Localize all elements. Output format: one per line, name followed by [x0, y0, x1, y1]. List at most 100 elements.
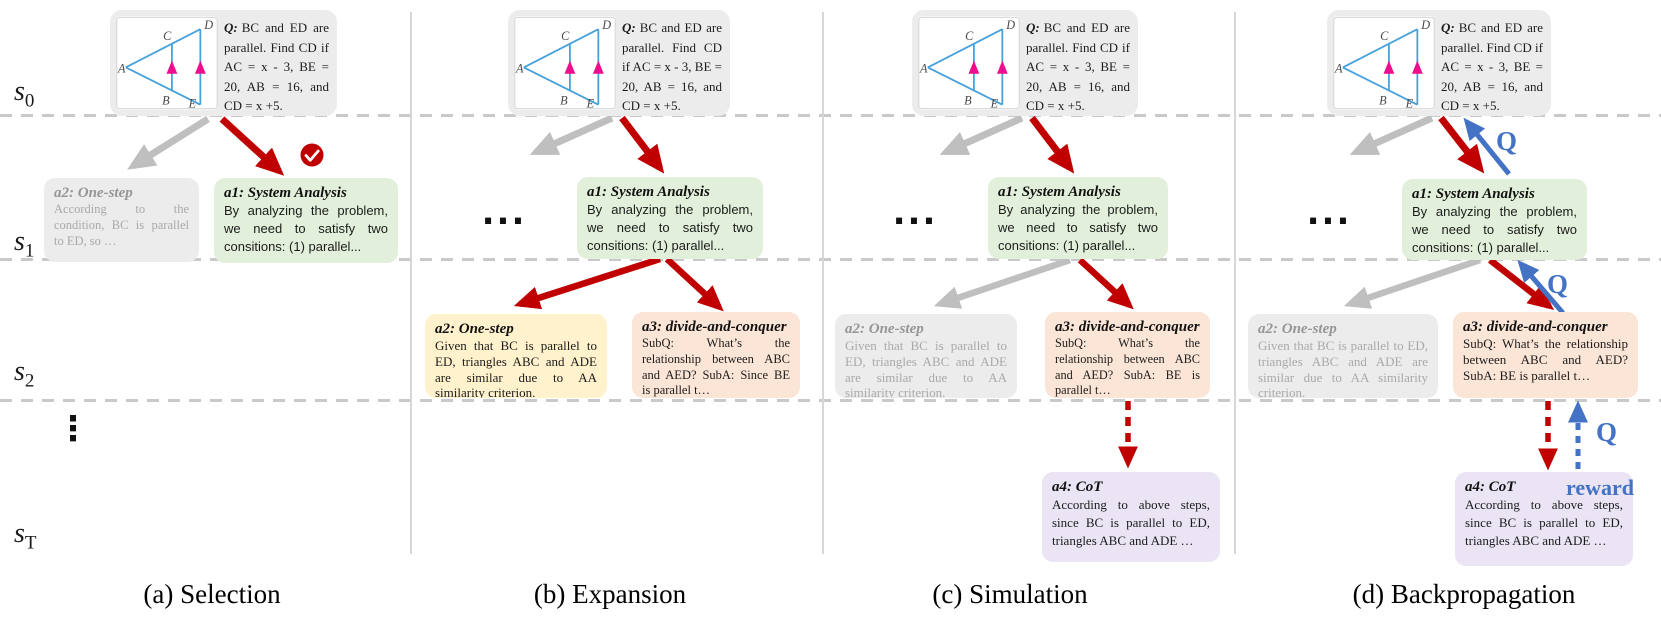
edge-a-unselected — [127, 116, 210, 170]
node-title: a2: One-step — [435, 321, 514, 337]
vertex-labels: A C D B E — [919, 18, 1015, 110]
collapsed-siblings-ellipsis: ... — [481, 193, 527, 233]
state-base: s — [14, 356, 25, 387]
vertex-C: C — [561, 29, 570, 43]
edge-d-unselected-2 — [1343, 256, 1482, 309]
node-a1-system-analysis: a1: System Analysis By analyzing the pro… — [577, 177, 763, 259]
vertex-labels: A C D B E — [1334, 18, 1430, 110]
question-body: BC and ED are parallel. Find CD if AC = … — [622, 20, 722, 114]
geometry-figure: A C D B E — [514, 16, 616, 110]
question-body: BC and ED are parallel. Find CD if AC = … — [224, 20, 329, 114]
vertex-C: C — [163, 29, 172, 43]
node-a3-divide-and-conquer: a3: divide-and-conquer SubQ: What’s the … — [1045, 312, 1210, 398]
vertex-A: A — [1334, 61, 1343, 75]
edge-b-expand-a3 — [664, 256, 724, 312]
vertex-E: E — [188, 97, 197, 110]
geometry-figure: A C D B E — [918, 16, 1020, 110]
node-title: a2: One-step — [1258, 321, 1337, 337]
node-body: By analyzing the problem, we need to sat… — [998, 202, 1158, 253]
node-body: By analyzing the problem, we need to sat… — [587, 202, 753, 253]
node-a4-cot: a4: CoT According to above steps, since … — [1042, 472, 1220, 562]
reward-label: reward — [1566, 475, 1635, 500]
node-body: SubQ: What’s the relationship between AB… — [1463, 336, 1628, 383]
collapsed-siblings-ellipsis: ... — [892, 193, 938, 233]
figure-frame — [514, 16, 616, 110]
node-title: a3: divide-and-conquer — [1055, 319, 1200, 335]
caption-backpropagation: (d) Backpropagation — [1352, 579, 1576, 609]
edge-b-unselected — [529, 114, 614, 156]
node-title: a1: System Analysis — [1412, 186, 1535, 202]
row-divider-s2 — [0, 399, 1661, 402]
vertical-ellipsis: ⋮ — [56, 409, 90, 449]
caption-simulation: (c) Simulation — [932, 579, 1088, 609]
vertex-A: A — [515, 61, 524, 75]
node-body: According to above steps, since BC is pa… — [1052, 497, 1210, 548]
question-node: A C D B E Q: BC and ED are parallel. Find… — [508, 10, 730, 116]
state-sub: 1 — [24, 240, 35, 262]
edge-d-backprop-1 — [1463, 117, 1511, 176]
question-node: A C D B E Q: BC and ED are parallel. Find… — [1327, 10, 1551, 116]
edge-c-unselected-2 — [933, 256, 1072, 309]
collapsed-siblings-ellipsis: ... — [1306, 193, 1352, 233]
row-divider-s1 — [0, 258, 1661, 261]
question-text: Q: BC and ED are parallel. Find CD if AC … — [1441, 16, 1545, 113]
question-text: Q: BC and ED are parallel. Find CD if AC … — [1026, 16, 1132, 114]
question-node: A C D B E Q: BC and ED are parallel. Find… — [912, 10, 1138, 116]
edge-c-selected-1 — [1029, 115, 1075, 174]
vertex-B: B — [162, 94, 170, 108]
node-a2-one-step: a2: One-step Given that BC is parallel t… — [1248, 314, 1438, 398]
state-sub: 2 — [24, 370, 35, 392]
node-body: Given that BC is parallel to ED, triangl… — [845, 338, 1007, 398]
vertex-A: A — [117, 61, 126, 75]
node-a4-cot: a4: CoT According to above steps, since … — [1455, 472, 1633, 566]
question-text: Q: BC and ED are parallel. Find CD if AC … — [622, 16, 724, 114]
node-a1-system-analysis: a1: System Analysis By analyzing the pro… — [988, 177, 1168, 259]
vertex-D: D — [601, 18, 611, 32]
edge-c-unselected-1 — [939, 114, 1024, 156]
parallel-marks — [166, 60, 206, 74]
node-body: By analyzing the problem, we need to sat… — [224, 203, 388, 254]
state-label-s2: s2 — [14, 356, 34, 393]
vertex-E: E — [1405, 97, 1414, 110]
node-body: SubQ: What’s the relationship between AB… — [642, 336, 790, 398]
node-title: a1: System Analysis — [224, 185, 347, 201]
node-title: a2: One-step — [845, 321, 924, 337]
node-body: Given that BC is parallel to ED, triangl… — [1258, 338, 1428, 398]
q-value-label: Q — [1496, 126, 1518, 156]
question-label: Q: — [1026, 20, 1040, 35]
panel-divider-1 — [410, 12, 412, 554]
vertex-E: E — [990, 97, 999, 110]
node-a3-divide-and-conquer: a3: divide-and-conquer SubQ: What’s the … — [1453, 312, 1638, 398]
state-sub: T — [24, 532, 37, 554]
state-label-s1: s1 — [14, 226, 34, 263]
vertex-labels: A C D B E — [117, 18, 213, 110]
node-title: a3: divide-and-conquer — [1463, 319, 1608, 335]
node-body: According to above steps, since BC is pa… — [1465, 497, 1623, 548]
caption-expansion: (b) Expansion — [533, 579, 687, 609]
geometry-figure: A C D B E — [116, 16, 218, 110]
question-body: BC and ED are parallel. Find CD if AC = … — [1026, 20, 1130, 114]
state-label-sT: sT — [14, 518, 37, 555]
q-value-label: Q — [1547, 269, 1569, 299]
node-a2-one-step: a2: One-step Given that BC is parallel t… — [425, 314, 607, 398]
panel-divider-2 — [822, 12, 824, 554]
state-base: s — [14, 518, 25, 549]
vertex-B: B — [1379, 94, 1387, 108]
panel-divider-3 — [1234, 12, 1236, 554]
node-a3-divide-and-conquer: a3: divide-and-conquer SubQ: What’s the … — [632, 312, 800, 398]
figure-frame — [116, 16, 218, 110]
q-value-label: Q — [1596, 417, 1618, 447]
row-divider-s0 — [0, 114, 1661, 117]
node-title: a4: CoT — [1465, 479, 1516, 495]
figure-frame — [1333, 16, 1435, 110]
vertex-labels: A C D B E — [515, 18, 611, 110]
vertex-E: E — [586, 97, 595, 110]
question-node: A C D B E Q: BC and ED are parallel. Find… — [110, 10, 337, 116]
vertex-D: D — [1005, 18, 1015, 32]
node-body: By analyzing the problem, we need to sat… — [1412, 204, 1577, 255]
node-title: a1: System Analysis — [587, 184, 710, 200]
edge-d-backprop-2 — [1517, 259, 1565, 315]
node-body: SubQ: What’s the relationship between AB… — [1055, 336, 1200, 398]
node-title: a3: divide-and-conquer — [642, 319, 787, 335]
